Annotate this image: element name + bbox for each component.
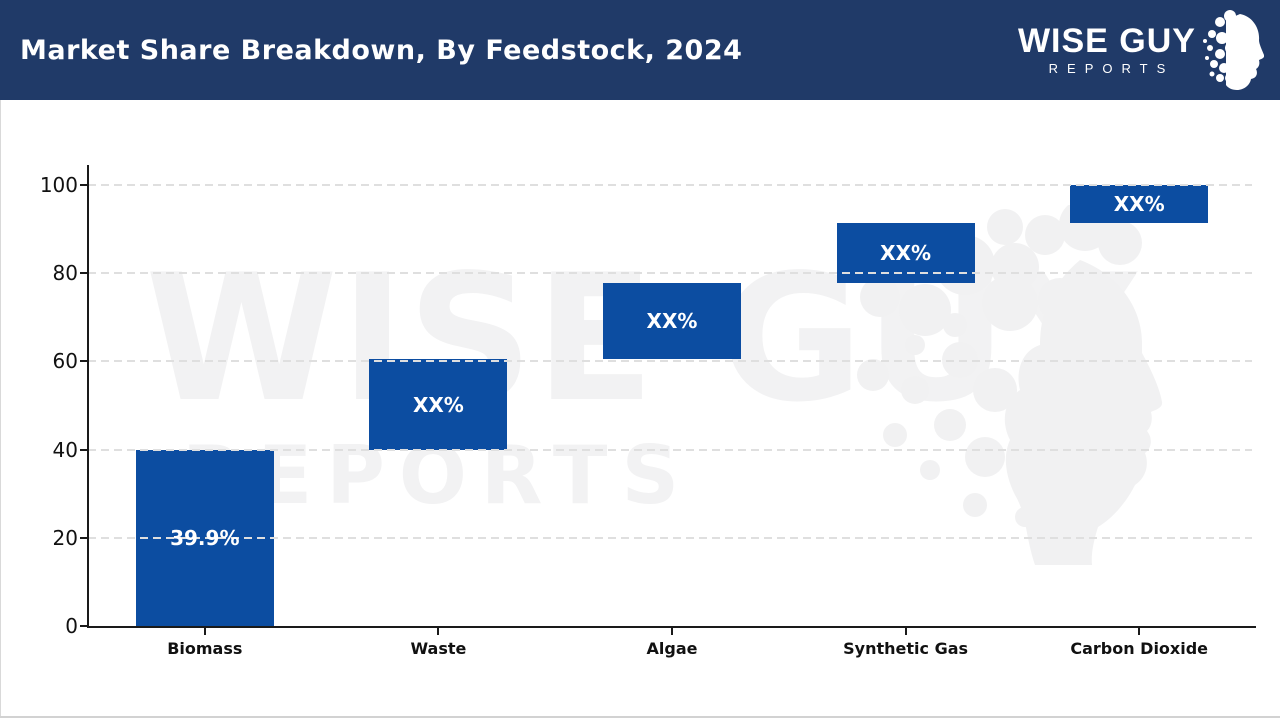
bar-value-label: XX% — [1113, 191, 1165, 216]
gridline — [88, 448, 1252, 451]
page-title: Market Share Breakdown, By Feedstock, 20… — [20, 34, 743, 66]
x-tick-label-algae: Algae — [646, 639, 698, 658]
bar-value-label: XX% — [412, 392, 464, 417]
y-tick-label: 40 — [52, 437, 78, 462]
bottom-frame-line — [0, 716, 1280, 718]
brand-subname: REPORTS — [1048, 61, 1175, 77]
bar-value-label: 39.9% — [170, 526, 240, 550]
x-tick-label-waste: Waste — [410, 639, 467, 658]
x-tick-mark — [904, 628, 907, 635]
gridline — [88, 184, 1252, 186]
brand-logo-text: WISE GUY REPORTS — [1017, 21, 1196, 77]
x-tick-label-carbon-dioxide: Carbon Dioxide — [1070, 639, 1209, 658]
brand-logo: WISE GUY REPORTS — [1018, 8, 1264, 92]
bar-value-label: XX% — [880, 240, 932, 265]
y-tick-mark — [80, 360, 87, 363]
x-axis-line — [87, 626, 1256, 628]
gridline — [88, 536, 1252, 539]
x-tick-label-synthetic-gas: Synthetic Gas — [843, 639, 969, 658]
y-tick-mark — [80, 536, 87, 539]
x-tick-mark — [671, 628, 673, 635]
y-axis-line — [87, 165, 89, 627]
y-tick-mark — [80, 448, 87, 451]
y-tick-label: 20 — [52, 525, 78, 550]
x-tick-mark — [437, 628, 440, 635]
bar-waste: XX% — [369, 359, 508, 451]
y-tick-mark — [80, 272, 87, 275]
header-bar: Market Share Breakdown, By Feedstock, 20… — [0, 0, 1280, 100]
y-tick-label: 0 — [65, 614, 78, 638]
x-tick-label-biomass: Biomass — [167, 639, 243, 658]
y-tick-mark — [80, 184, 87, 186]
bar-value-label: XX% — [646, 309, 698, 334]
gridline — [88, 360, 1252, 363]
y-tick-mark — [80, 625, 87, 627]
y-tick-label: 60 — [52, 349, 78, 374]
y-tick-label: 100 — [39, 173, 78, 197]
bar-algae: XX% — [603, 282, 741, 360]
y-tick-label: 80 — [52, 261, 78, 286]
x-tick-mark — [203, 628, 206, 635]
left-frame-line — [0, 100, 1, 718]
bar-carbon-dioxide: XX% — [1070, 185, 1209, 223]
brand-name: WISE GUY — [1017, 21, 1196, 60]
x-tick-mark — [1138, 628, 1141, 635]
gridline — [88, 272, 1252, 275]
face-profile-icon — [1203, 10, 1264, 90]
